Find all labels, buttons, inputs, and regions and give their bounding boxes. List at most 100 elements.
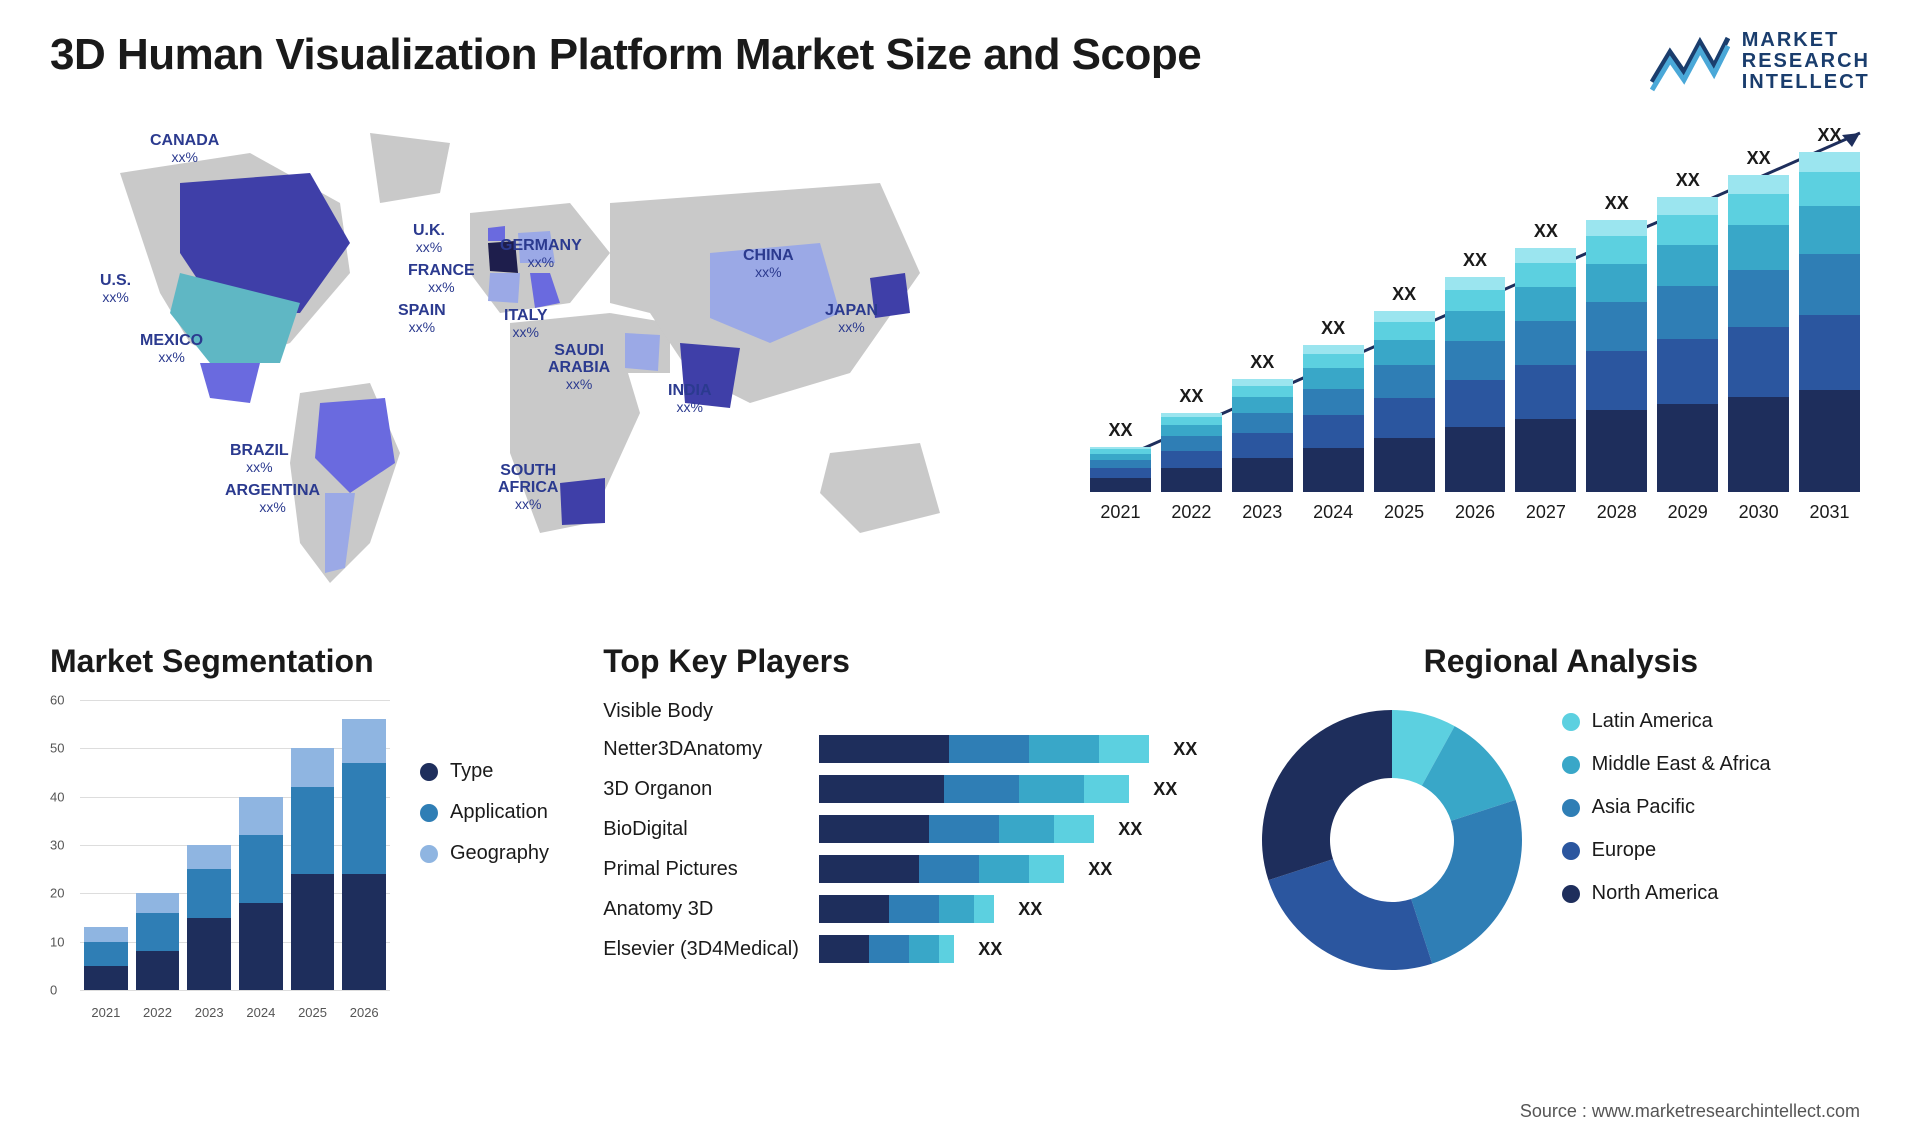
kp-bar-segment [1029, 735, 1099, 763]
bar-segment [1374, 438, 1435, 492]
bar-segment [1657, 286, 1718, 339]
bar-segment [1515, 321, 1576, 365]
key-player-value: XX [1088, 859, 1112, 880]
bar-x-label: 2030 [1739, 502, 1779, 523]
kp-bar-segment [819, 775, 944, 803]
bar-segment [1161, 417, 1222, 425]
seg-bar-segment [291, 748, 335, 787]
bar-value-label: XX [1818, 125, 1842, 146]
bar-segment [1799, 254, 1860, 315]
bar-segment [1445, 380, 1506, 427]
map-label: GERMANYxx% [500, 238, 582, 272]
kp-bar-segment [999, 815, 1054, 843]
map-label: ARGENTINAxx% [225, 483, 320, 517]
kp-bar-segment [889, 895, 939, 923]
seg-bar-segment [239, 903, 283, 990]
kp-bar-segment [869, 935, 909, 963]
bar-segment [1728, 175, 1789, 194]
logo-line1: MARKET [1742, 30, 1870, 51]
legend-dot-icon [1562, 885, 1580, 903]
kp-bar-segment [1084, 775, 1129, 803]
logo-line3: INTELLECT [1742, 72, 1870, 93]
map-label: JAPANxx% [825, 303, 878, 337]
segmentation-legend: TypeApplicationGeography [420, 700, 549, 1020]
y-tick: 40 [50, 789, 64, 804]
forecast-bar: XX2030 [1728, 148, 1789, 523]
forecast-bar: XX2023 [1232, 352, 1293, 523]
key-player-value: XX [1153, 779, 1177, 800]
forecast-bar: XX2022 [1161, 386, 1222, 523]
bar-segment [1232, 458, 1293, 492]
bar-value-label: XX [1534, 221, 1558, 242]
bar-segment [1515, 287, 1576, 321]
seg-bar-segment [136, 893, 180, 912]
seg-bar-segment [342, 719, 386, 763]
bar-segment [1374, 322, 1435, 340]
world-map-panel: CANADAxx%U.S.xx%MEXICOxx%BRAZILxx%ARGENT… [50, 113, 1010, 603]
legend-item: North America [1562, 882, 1771, 905]
seg-bar-segment [187, 869, 231, 917]
seg-bar [239, 797, 283, 990]
seg-bar-segment [136, 951, 180, 990]
key-player-bar [819, 735, 1149, 763]
bar-segment [1657, 197, 1718, 215]
bar-segment [1586, 351, 1647, 411]
legend-dot-icon [1562, 799, 1580, 817]
bar-segment [1728, 225, 1789, 269]
legend-item: Latin America [1562, 710, 1771, 733]
map-label: U.S.xx% [100, 273, 131, 307]
seg-bar-segment [239, 797, 283, 836]
legend-label: Asia Pacific [1592, 796, 1695, 819]
bar-segment [1161, 451, 1222, 468]
seg-x-label: 2022 [132, 1005, 184, 1020]
legend-label: North America [1592, 882, 1719, 905]
kp-bar-segment [949, 735, 1029, 763]
bar-segment [1657, 339, 1718, 404]
bar-segment [1374, 311, 1435, 322]
seg-bar-segment [84, 966, 128, 990]
seg-x-label: 2025 [287, 1005, 339, 1020]
bar-segment [1161, 425, 1222, 436]
bar-segment [1090, 468, 1151, 478]
donut-slice [1268, 859, 1432, 970]
bar-segment [1303, 354, 1364, 369]
bar-x-label: 2023 [1242, 502, 1282, 523]
forecast-bar: XX2021 [1090, 420, 1151, 523]
seg-bar-segment [239, 835, 283, 903]
map-label: SPAINxx% [398, 303, 446, 337]
seg-bar [291, 748, 335, 990]
kp-bar-segment [909, 935, 939, 963]
seg-bar-segment [84, 942, 128, 966]
donut-slice [1262, 710, 1392, 880]
regional-legend: Latin AmericaMiddle East & AfricaAsia Pa… [1562, 700, 1771, 905]
key-player-row: Anatomy 3DXX [603, 895, 1221, 923]
bar-segment [1657, 215, 1718, 244]
bar-segment [1728, 397, 1789, 492]
bar-segment [1445, 311, 1506, 341]
bar-segment [1303, 389, 1364, 416]
bar-segment [1445, 427, 1506, 492]
key-player-label: Anatomy 3D [603, 898, 813, 921]
bar-segment [1303, 448, 1364, 492]
forecast-bar: XX2029 [1657, 170, 1718, 523]
bar-segment [1515, 263, 1576, 287]
forecast-bar: XX2031 [1799, 125, 1860, 523]
logo-line2: RESEARCH [1742, 51, 1870, 72]
kp-bar-segment [819, 895, 889, 923]
bar-segment [1445, 290, 1506, 312]
key-player-label: BioDigital [603, 818, 813, 841]
kp-bar-segment [939, 935, 954, 963]
key-player-label: Primal Pictures [603, 858, 813, 881]
map-label: MEXICOxx% [140, 333, 203, 367]
logo-mark-icon [1650, 32, 1730, 92]
bar-segment [1161, 468, 1222, 492]
seg-bar-segment [291, 874, 335, 990]
bar-value-label: XX [1108, 420, 1132, 441]
bar-segment [1232, 433, 1293, 458]
seg-bar [187, 845, 231, 990]
segmentation-chart: 0102030405060202120222023202420252026 [50, 700, 390, 1020]
bar-value-label: XX [1179, 386, 1203, 407]
map-label: SAUDIARABIAxx% [548, 343, 610, 393]
y-tick: 10 [50, 934, 64, 949]
bar-segment [1657, 404, 1718, 492]
